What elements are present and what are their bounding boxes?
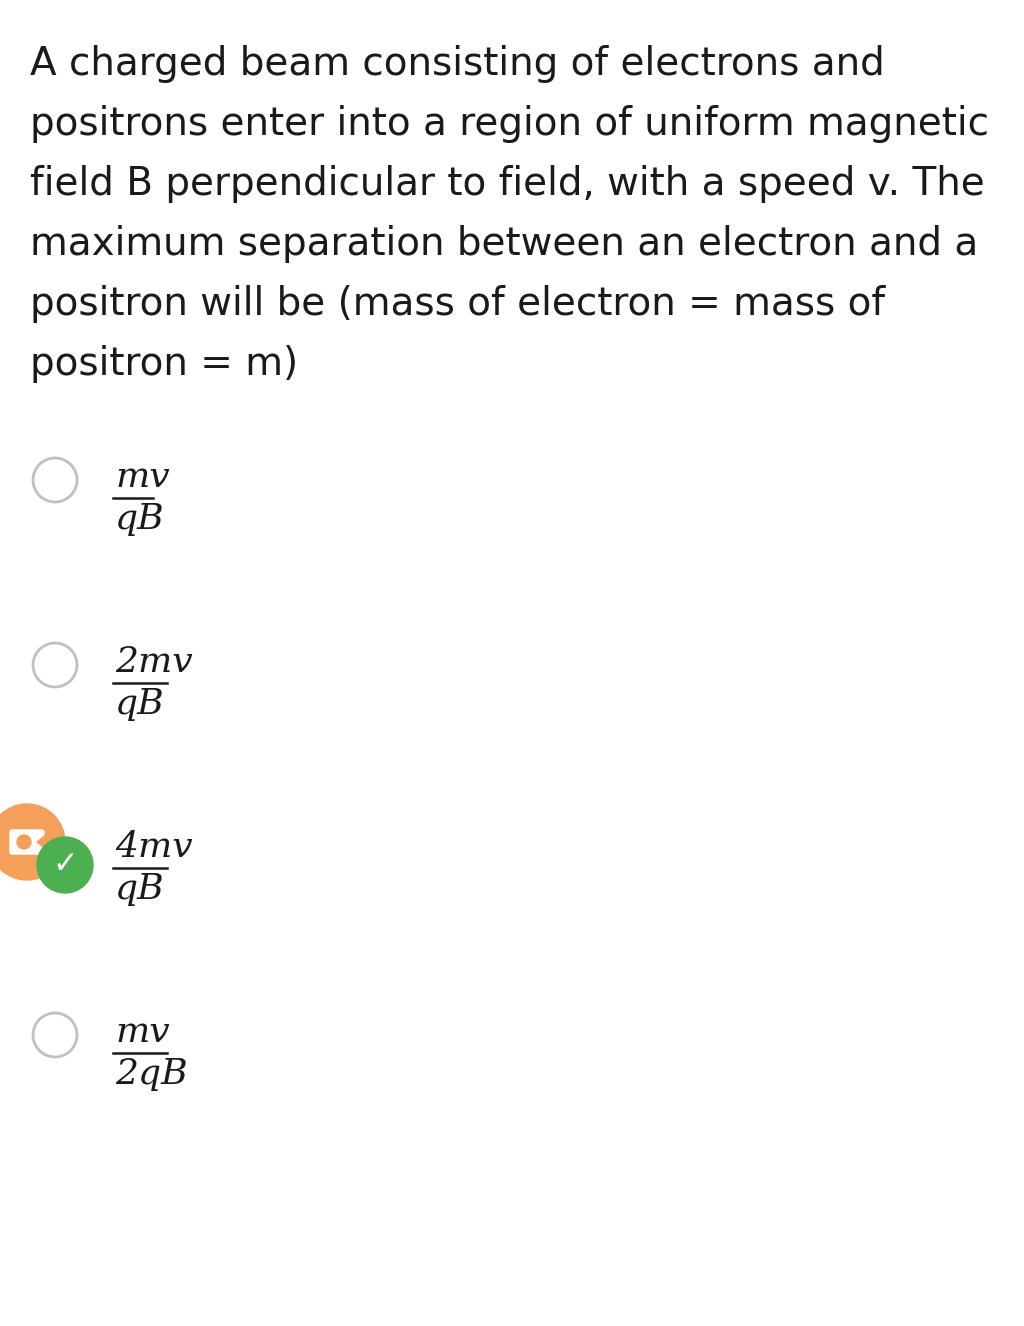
Text: 4mv: 4mv [115,830,193,865]
Text: ✓: ✓ [52,850,78,879]
Circle shape [37,837,93,892]
Circle shape [17,835,31,849]
Polygon shape [37,834,47,850]
Text: mv: mv [115,1014,170,1049]
Text: qB: qB [115,873,165,906]
Text: qB: qB [115,687,165,721]
Text: 2mv: 2mv [115,644,193,679]
Text: qB: qB [115,503,165,536]
Text: positron will be (mass of electron = mass of: positron will be (mass of electron = mas… [30,285,885,324]
Text: field B perpendicular to field, with a speed v. The: field B perpendicular to field, with a s… [30,164,985,203]
FancyBboxPatch shape [10,830,44,854]
Circle shape [0,804,65,880]
Text: positrons enter into a region of uniform magnetic: positrons enter into a region of uniform… [30,105,989,143]
Text: mv: mv [115,460,170,495]
Text: positron = m): positron = m) [30,345,298,383]
Text: A charged beam consisting of electrons and: A charged beam consisting of electrons a… [30,45,885,84]
Text: maximum separation between an electron and a: maximum separation between an electron a… [30,225,978,263]
Text: 2qB: 2qB [115,1057,187,1091]
